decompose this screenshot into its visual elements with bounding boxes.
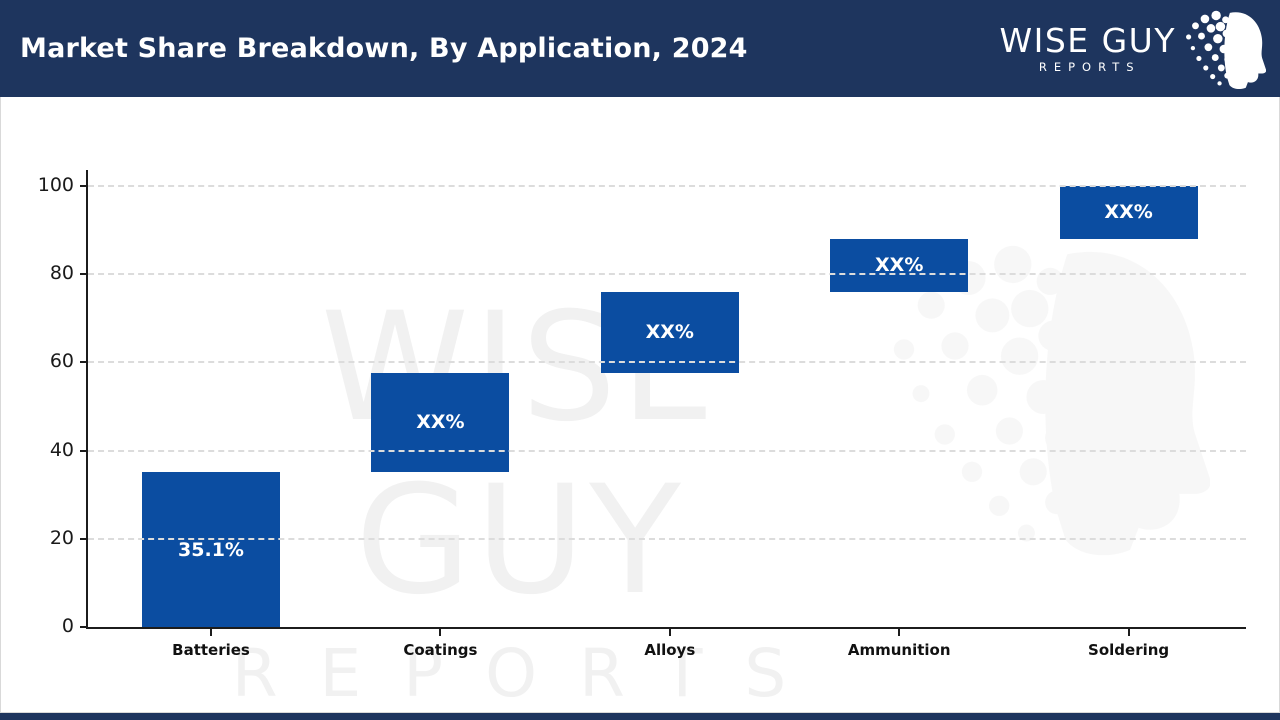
gridline-60 [88,361,1246,364]
x-tick-mark-batteries [210,629,212,636]
bar-value-label: XX% [1104,201,1153,224]
wiseguy-logo: WISE GUY REPORTS [999,9,1266,89]
y-tick-label-0: 0 [61,615,74,637]
bar-ammunition: XX% [830,238,969,292]
bar-alloys: XX% [600,291,739,373]
x-tick-label-alloys: Alloys [644,641,696,659]
y-tick-mark-80 [80,273,88,276]
y-tick-label-100: 100 [37,174,74,196]
gridline-80 [88,273,1246,276]
x-tick-mark-alloys [668,629,671,636]
x-tick-label-coatings: Coatings [403,641,478,659]
footer-bar [0,713,1280,720]
gridline-100 [88,185,1246,187]
bar-soldering: XX% [1059,186,1198,239]
page-title: Market Share Breakdown, By Application, … [20,33,748,64]
y-tick-mark-20 [80,537,88,540]
x-tick-mark-soldering [1127,629,1130,636]
x-axis-line [86,627,1246,629]
bar-coatings: XX% [371,372,510,473]
y-tick-label-20: 20 [49,526,74,549]
bar-value-label: 35.1% [178,538,244,561]
x-tick-label-soldering: Soldering [1088,641,1170,659]
y-tick-label-40: 40 [49,438,74,461]
wiseguy-logo-text: WISE GUY REPORTS [999,24,1176,74]
y-tick-mark-40 [80,449,88,452]
gridline-20 [88,537,1246,540]
bar-batteries: 35.1% [142,472,280,627]
x-tick-label-batteries: Batteries [172,641,250,659]
logo-subtitle: REPORTS [1038,59,1141,74]
logo-wordmark: WISE GUY [999,20,1176,60]
y-tick-label-80: 80 [49,262,74,285]
y-tick-mark-100 [80,185,88,187]
x-tick-label-ammunition: Ammunition [847,641,951,659]
y-axis-line [86,170,88,629]
gridline-40 [88,449,1246,452]
bar-value-label: XX% [416,411,465,434]
bar-value-label: XX% [645,321,694,344]
bar-value-label: XX% [875,254,924,277]
x-tick-mark-ammunition [898,629,901,636]
y-tick-label-60: 60 [49,350,74,373]
x-tick-mark-coatings [439,629,442,636]
y-tick-mark-60 [80,361,88,364]
header-bar: Market Share Breakdown, By Application, … [0,0,1280,97]
wiseguy-head-icon [1186,10,1266,89]
y-tick-mark-0 [80,626,88,628]
